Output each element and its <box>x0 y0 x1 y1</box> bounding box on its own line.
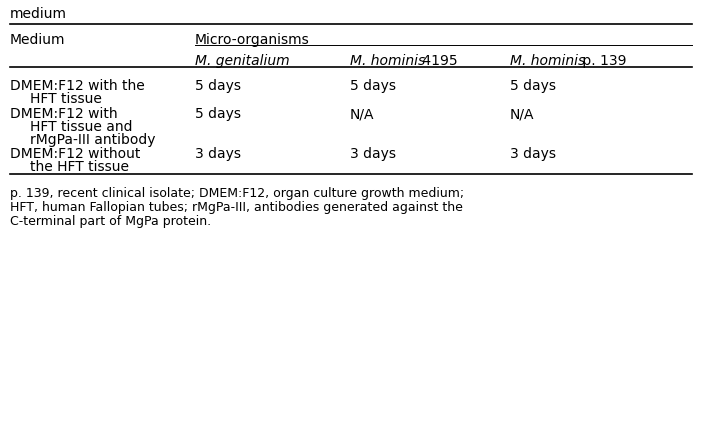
Text: 5 days: 5 days <box>350 79 396 93</box>
Text: C-terminal part of MgPa protein.: C-terminal part of MgPa protein. <box>10 215 211 228</box>
Text: the HFT tissue: the HFT tissue <box>30 160 129 174</box>
Text: DMEM:F12 with: DMEM:F12 with <box>10 107 118 121</box>
Text: M. hominis: M. hominis <box>350 54 425 68</box>
Text: rMgPa-III antibody: rMgPa-III antibody <box>30 133 156 147</box>
Text: DMEM:F12 with the: DMEM:F12 with the <box>10 79 145 93</box>
Text: M. genitalium: M. genitalium <box>195 54 290 68</box>
Text: 3 days: 3 days <box>510 147 556 161</box>
Text: 4195: 4195 <box>418 54 458 68</box>
Text: HFT tissue and: HFT tissue and <box>30 120 133 134</box>
Text: p. 139: p. 139 <box>578 54 626 68</box>
Text: M. hominis: M. hominis <box>510 54 585 68</box>
Text: Micro-organisms: Micro-organisms <box>195 33 310 47</box>
Text: HFT tissue: HFT tissue <box>30 92 102 106</box>
Text: N/A: N/A <box>350 107 374 121</box>
Text: 5 days: 5 days <box>195 79 241 93</box>
Text: DMEM:F12 without: DMEM:F12 without <box>10 147 140 161</box>
Text: 5 days: 5 days <box>195 107 241 121</box>
Text: Medium: Medium <box>10 33 65 47</box>
Text: 3 days: 3 days <box>350 147 396 161</box>
Text: 5 days: 5 days <box>510 79 556 93</box>
Text: medium: medium <box>10 7 67 21</box>
Text: p. 139, recent clinical isolate; DMEM:F12, organ culture growth medium;: p. 139, recent clinical isolate; DMEM:F1… <box>10 187 464 200</box>
Text: 3 days: 3 days <box>195 147 241 161</box>
Text: HFT, human Fallopian tubes; rMgPa-III, antibodies generated against the: HFT, human Fallopian tubes; rMgPa-III, a… <box>10 201 463 214</box>
Text: N/A: N/A <box>510 107 534 121</box>
